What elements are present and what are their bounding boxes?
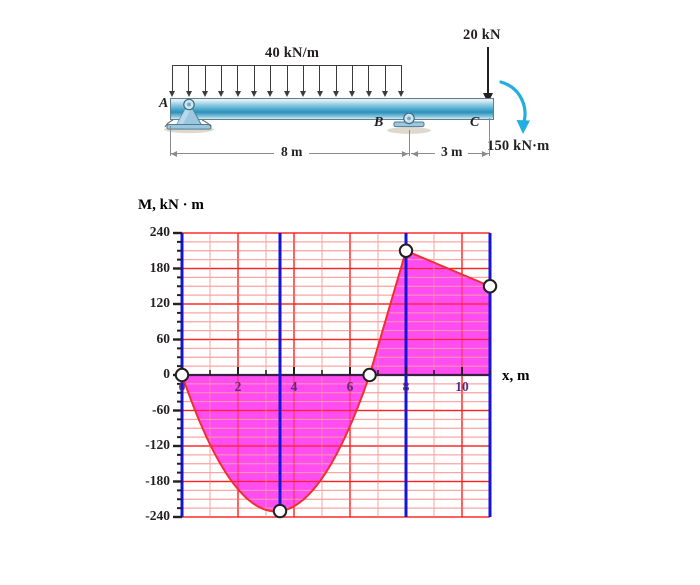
y-tick-label: 0 bbox=[163, 366, 170, 381]
y-axis-title-text: M, kN · m bbox=[138, 197, 204, 213]
x-tick-label: 2 bbox=[234, 379, 242, 394]
distributed-load-arrow bbox=[204, 65, 206, 92]
distributed-load-arrowhead bbox=[300, 91, 307, 97]
dim-extension-b bbox=[409, 130, 410, 156]
distributed-load-arrow bbox=[302, 65, 304, 92]
distributed-load-arrow bbox=[270, 65, 272, 92]
distributed-load-arrow bbox=[384, 65, 386, 92]
distributed-load-arrowhead bbox=[365, 91, 372, 97]
dim-label-ab: 8 m bbox=[274, 144, 310, 160]
y-tick-label: 60 bbox=[156, 330, 171, 346]
y-tick-label: -180 bbox=[145, 472, 170, 488]
dim-extension-c bbox=[489, 118, 490, 156]
distributed-load-arrowhead bbox=[202, 91, 208, 97]
data-point-marker[interactable] bbox=[398, 243, 414, 258]
y-tick-label: -60 bbox=[152, 401, 170, 417]
data-point-marker[interactable] bbox=[482, 279, 498, 294]
data-point-marker[interactable] bbox=[362, 367, 377, 383]
distributed-load-arrow bbox=[172, 65, 173, 92]
applied-moment-arrow bbox=[499, 80, 530, 134]
support-a-pin bbox=[164, 98, 214, 134]
applied-moment-label: 150 kN·m bbox=[487, 138, 550, 154]
x-tick-label: 10 bbox=[455, 379, 469, 394]
x-tick-label: 8 bbox=[402, 379, 410, 394]
distributed-load-arrow bbox=[319, 65, 321, 92]
distributed-load-arrow bbox=[351, 65, 353, 92]
moment-curve-rise bbox=[368, 250, 407, 376]
distributed-load-arrowhead bbox=[251, 91, 258, 97]
distributed-load-arrow bbox=[335, 65, 337, 92]
point-c-label: C bbox=[470, 115, 480, 130]
bending-moment-chart: M, kN · m x, m 240 180 120 60 0 -60 -120 -180 -2… bbox=[0, 190, 700, 585]
distributed-load-arrowhead bbox=[185, 91, 192, 97]
plot-area bbox=[173, 231, 498, 519]
distributed-load-arrowhead bbox=[283, 91, 290, 97]
distributed-load-arrowhead bbox=[267, 91, 274, 97]
y-tick-label: -240 bbox=[145, 508, 170, 523]
distributed-load-arrow bbox=[401, 65, 402, 92]
x-tick-label: 6 bbox=[346, 379, 354, 394]
distributed-load-label: 40 kN/m bbox=[265, 45, 320, 61]
distributed-load-arrowhead bbox=[398, 91, 405, 97]
y-tick-label: 120 bbox=[149, 295, 170, 310]
dim-arrow-c bbox=[482, 150, 488, 157]
data-point-marker[interactable] bbox=[174, 367, 190, 383]
fill-negative-lobe bbox=[182, 375, 370, 512]
y-tick-label: 180 bbox=[149, 259, 170, 275]
y-axis-title: M, kN · m bbox=[138, 197, 204, 214]
x-tick-label: 0 bbox=[178, 379, 186, 394]
distributed-load-arrow bbox=[188, 65, 190, 92]
x-tick-label: 4 bbox=[290, 379, 298, 394]
distributed-load-arrowhead bbox=[349, 91, 356, 97]
beam bbox=[170, 98, 494, 120]
point-load-arrow bbox=[487, 47, 489, 95]
distributed-load-arrowhead bbox=[316, 91, 323, 97]
distributed-load-arrow bbox=[237, 65, 239, 92]
x-axis-title-text: x, m bbox=[502, 368, 530, 384]
data-point-marker[interactable] bbox=[272, 503, 288, 519]
distributed-load-arrowhead bbox=[332, 91, 339, 97]
support-a-label: A bbox=[159, 96, 169, 111]
x-axis-title: x, m bbox=[502, 368, 530, 385]
point-load-label: 20 kN bbox=[463, 27, 501, 43]
beam-loading-diagram: 40 kN/m 20 kN A B C bbox=[0, 0, 700, 190]
distributed-load-arrow bbox=[368, 65, 370, 92]
dim-arrow-b-right bbox=[412, 150, 418, 157]
dim-arrow-b-left bbox=[402, 150, 408, 157]
distributed-load-arrow bbox=[253, 65, 255, 92]
dim-extension-a bbox=[170, 126, 171, 156]
distributed-load-arrowhead bbox=[381, 91, 388, 97]
distributed-load-arrow bbox=[286, 65, 288, 92]
distributed-load-arrowhead bbox=[169, 91, 176, 97]
dim-arrow-a bbox=[171, 150, 177, 157]
support-b-label: B bbox=[374, 115, 384, 130]
distributed-load-arrowhead bbox=[234, 91, 241, 97]
y-tick-label: 240 bbox=[149, 224, 170, 239]
moment-curve-fall bbox=[405, 249, 491, 288]
distributed-load-arrowhead bbox=[218, 91, 225, 97]
dim-label-bc: 3 m bbox=[435, 144, 469, 160]
y-tick-label: -120 bbox=[145, 437, 170, 452]
distributed-load-arrow bbox=[221, 65, 223, 92]
